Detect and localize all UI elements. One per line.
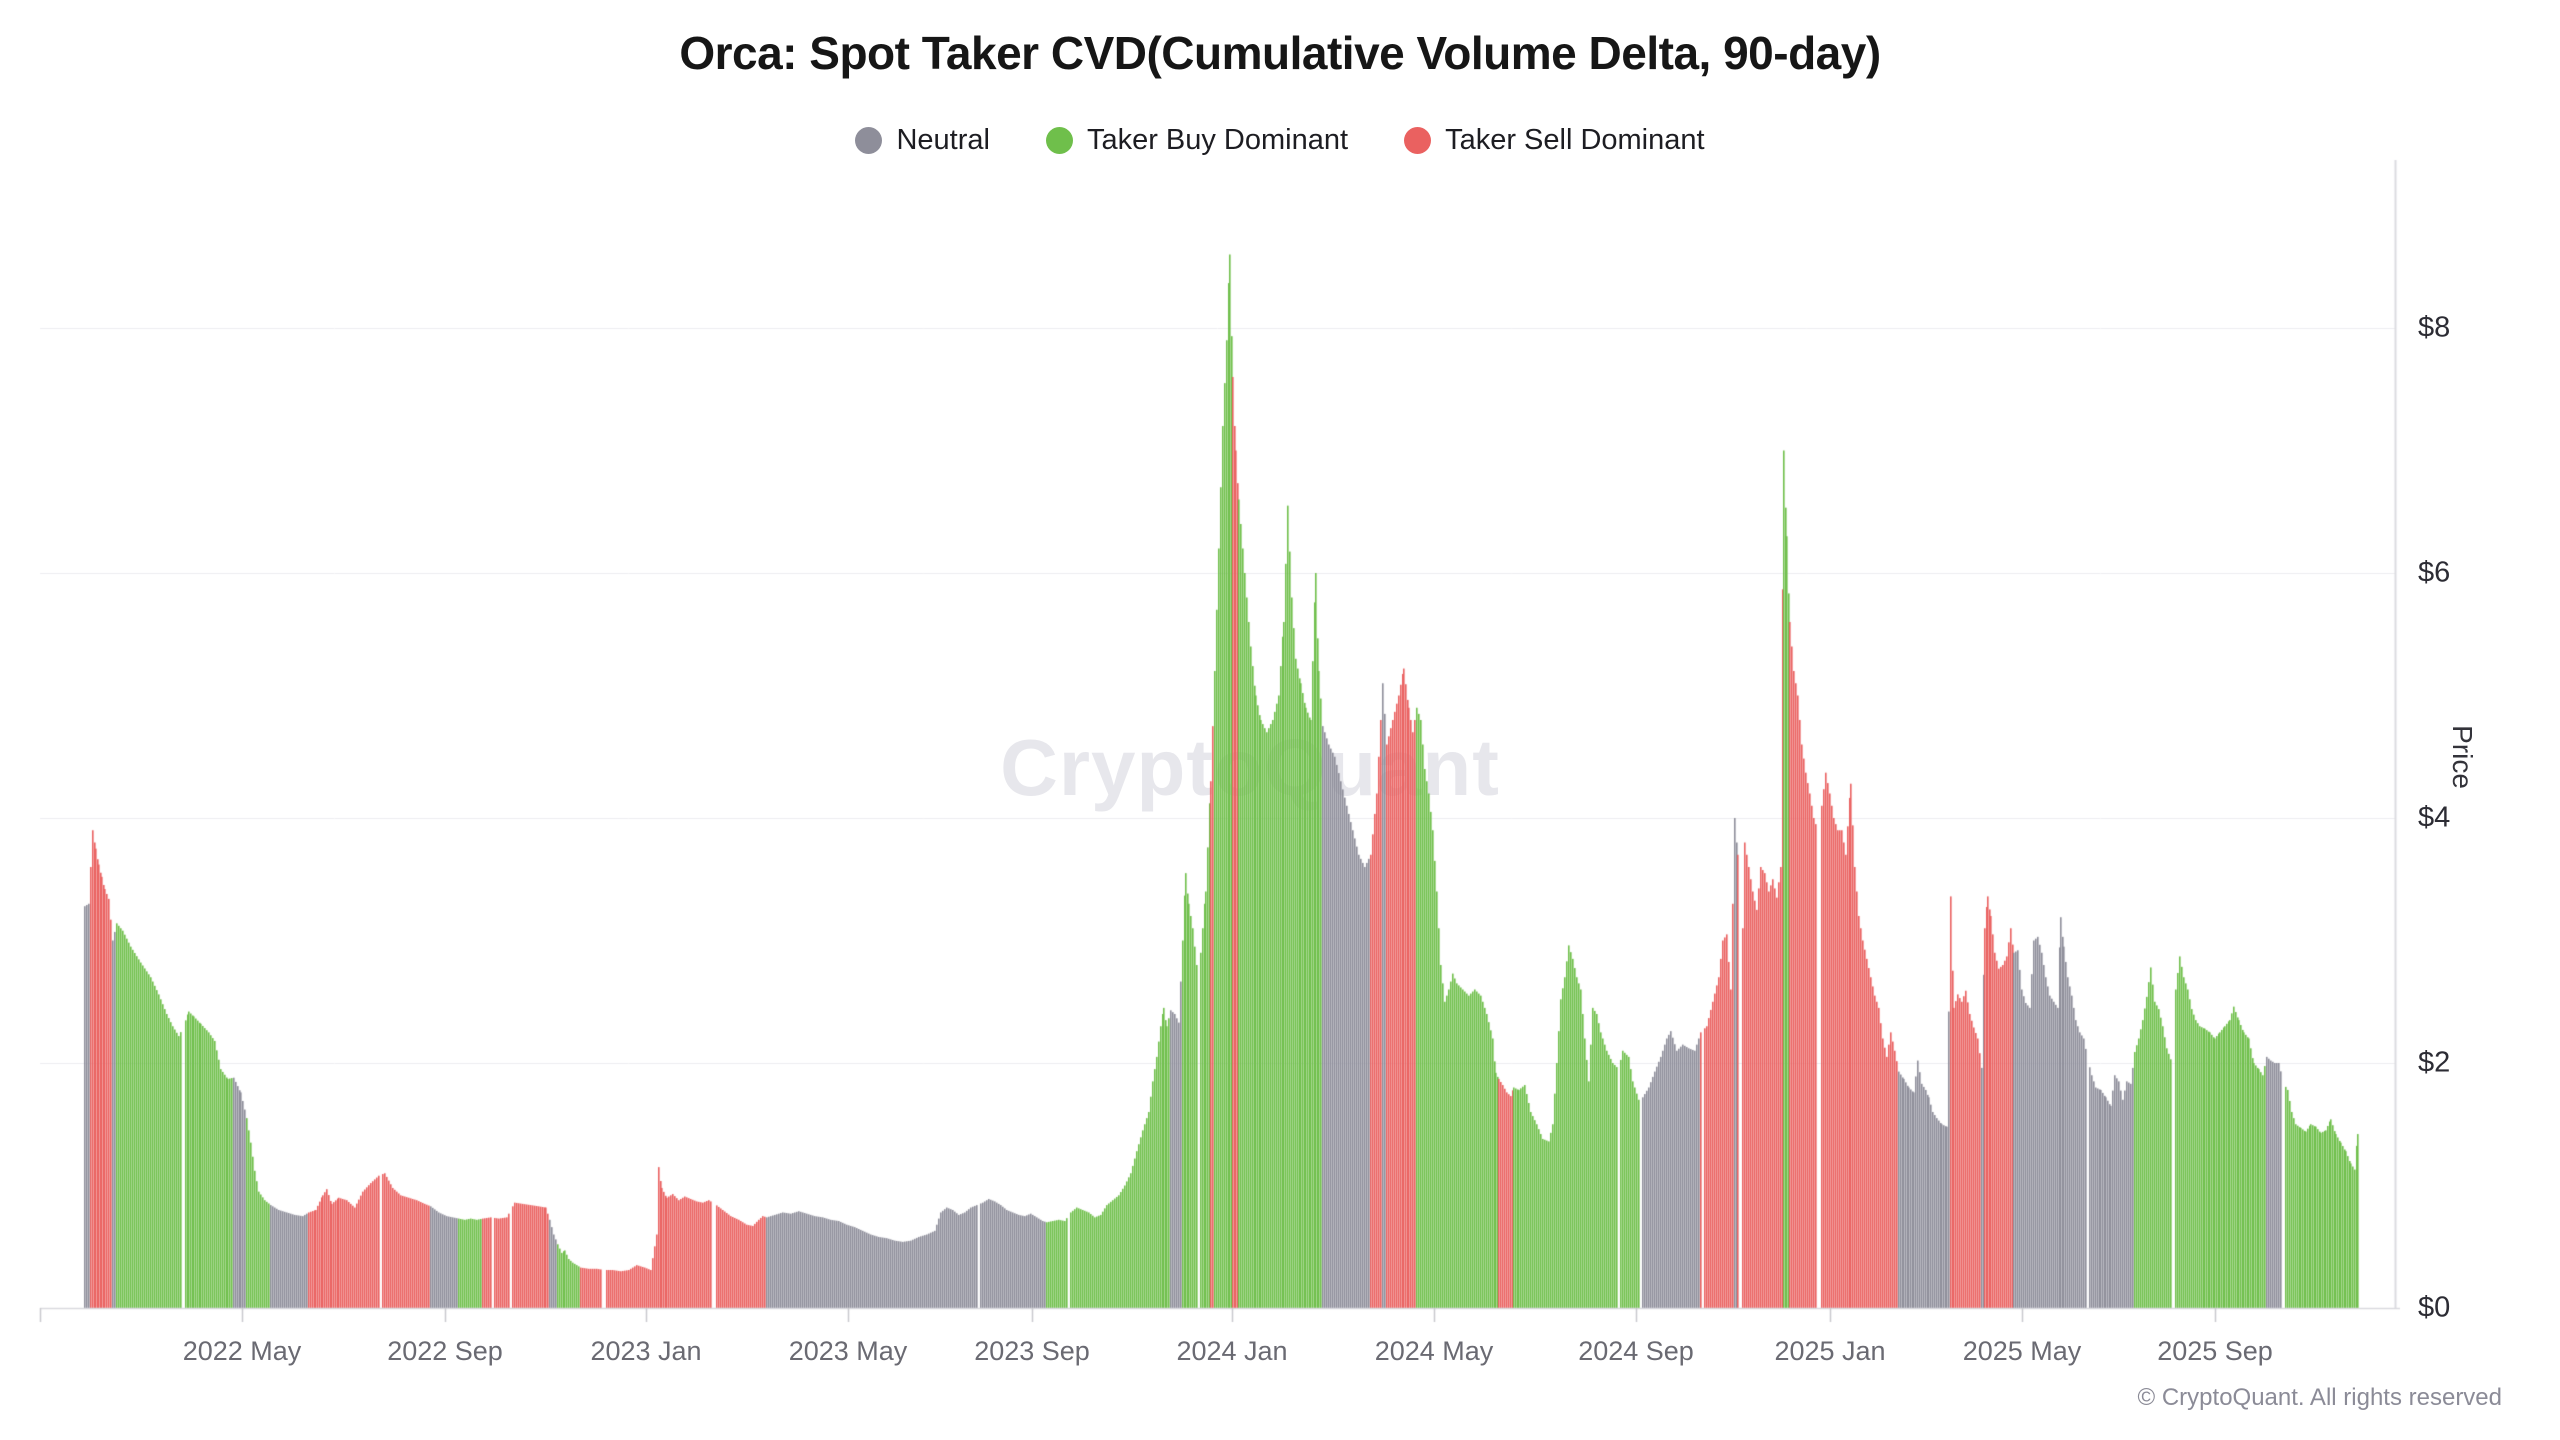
- y-axis-title: Price: [2447, 725, 2478, 789]
- y-tick-label: $6: [2418, 556, 2451, 589]
- x-tick-label: 2025 Sep: [2157, 1336, 2273, 1366]
- x-tick-label: 2023 Sep: [974, 1336, 1090, 1366]
- x-tick-label: 2024 May: [1374, 1336, 1494, 1366]
- x-tick-label: 2025 May: [1962, 1336, 2082, 1366]
- y-tick-label: $8: [2418, 311, 2451, 344]
- x-tick-label: 2023 Jan: [590, 1336, 702, 1366]
- x-tick-label: 2023 May: [788, 1336, 908, 1366]
- copyright-text: © CryptoQuant. All rights reserved: [2137, 1384, 2503, 1411]
- x-tick-label: 2022 May: [182, 1336, 302, 1366]
- x-tick-label: 2025 Jan: [1774, 1336, 1886, 1366]
- y-tick-label: $4: [2418, 801, 2451, 834]
- x-tick-label: 2022 Sep: [387, 1336, 503, 1366]
- y-tick-label: $0: [2418, 1291, 2451, 1324]
- x-tick-label: 2024 Sep: [1578, 1336, 1694, 1366]
- y-tick-label: $2: [2418, 1046, 2451, 1079]
- x-tick-label: 2024 Jan: [1176, 1336, 1288, 1366]
